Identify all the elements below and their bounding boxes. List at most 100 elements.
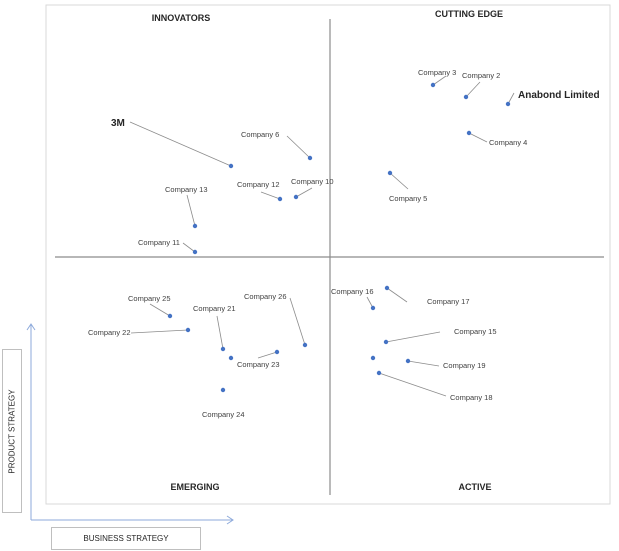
company-marker-c13: Company 13 xyxy=(165,185,208,229)
y-axis-arrow xyxy=(26,323,36,520)
leader-line xyxy=(260,191,281,200)
company-dot xyxy=(466,130,472,136)
leader-line xyxy=(378,372,447,397)
company-dot xyxy=(185,327,191,333)
company-dot xyxy=(463,94,469,100)
company-label: 3M xyxy=(111,118,125,129)
company-label: Company 17 xyxy=(427,297,470,306)
company-label: Company 22 xyxy=(88,328,131,337)
company-marker-c10: Company 10 xyxy=(291,177,334,200)
company-dot xyxy=(167,313,173,319)
quadrant-label-emerging: EMERGING xyxy=(170,482,219,492)
leader-line xyxy=(130,329,189,334)
company-marker-c18: Company 18 xyxy=(376,370,493,402)
company-marker-c25: Company 25 xyxy=(128,294,173,319)
company-marker-c3: Company 3 xyxy=(418,68,456,88)
company-marker-c23: Company 23 xyxy=(237,349,280,369)
leader-line xyxy=(407,360,440,367)
leader-line xyxy=(432,75,447,86)
company-dot xyxy=(383,339,389,345)
company-marker-c2: Company 2 xyxy=(462,71,500,100)
company-label: Company 23 xyxy=(237,360,280,369)
leader-line xyxy=(216,315,224,350)
leader-line xyxy=(295,187,313,198)
company-label: Company 16 xyxy=(331,287,374,296)
company-marker-c22: Company 22 xyxy=(88,327,191,337)
company-label: Company 11 xyxy=(138,238,180,247)
company-label: Company 19 xyxy=(443,361,486,370)
company-label: Company 5 xyxy=(389,194,427,203)
leader-line xyxy=(468,132,488,143)
company-dot xyxy=(228,355,234,361)
company-marker-c19: Company 19 xyxy=(405,358,486,370)
company-label: Company 18 xyxy=(450,393,493,402)
company-dot xyxy=(220,387,226,393)
x-axis-label-box: BUSINESS STRATEGY xyxy=(51,527,201,550)
leader-line xyxy=(389,172,409,190)
company-marker-c21: Company 21 xyxy=(193,304,236,352)
company-marker-c26: Company 26 xyxy=(244,292,308,348)
company-dot xyxy=(277,196,283,202)
company-dot xyxy=(220,346,226,352)
company-dot xyxy=(370,355,376,361)
leader-line xyxy=(129,121,232,167)
company-dot xyxy=(505,101,511,107)
leader-line xyxy=(465,81,481,98)
company-dot xyxy=(376,370,382,376)
company-dot xyxy=(387,170,393,176)
company-dot xyxy=(384,285,390,291)
company-marker-c6: Company 6 xyxy=(241,130,313,161)
x-axis-arrow xyxy=(31,515,234,525)
company-label: Company 6 xyxy=(241,130,279,139)
company-dot xyxy=(228,163,234,169)
company-label: Company 3 xyxy=(418,68,456,77)
leader-line xyxy=(386,287,408,303)
companies-layer: Company 3 Company 2 Anabond Limited Company… xyxy=(88,68,600,419)
y-axis-label-box: PRODUCT STRATEGY xyxy=(2,349,22,513)
company-label: Company 2 xyxy=(462,71,500,80)
company-label: Company 12 xyxy=(237,180,280,189)
company-marker-anabond: Anabond Limited xyxy=(505,90,600,107)
company-marker-c16: Company 16 xyxy=(331,287,376,311)
company-label: Company 13 xyxy=(165,185,208,194)
leader-line xyxy=(186,194,196,227)
company-dot xyxy=(274,349,280,355)
leader-line xyxy=(182,242,196,253)
company-label: Anabond Limited xyxy=(518,90,600,101)
company-label: Company 24 xyxy=(202,410,245,419)
company-marker-c11: Company 11 xyxy=(138,238,198,255)
company-dot xyxy=(430,82,436,88)
leader-line xyxy=(286,135,311,159)
company-label: Company 10 xyxy=(291,177,334,186)
matrix-frame xyxy=(45,4,611,505)
company-dot xyxy=(192,223,198,229)
company-marker-3m: 3M xyxy=(111,118,234,169)
company-dot xyxy=(302,342,308,348)
leader-line xyxy=(149,303,171,317)
company-dot xyxy=(307,155,313,161)
company-marker-c24: Company 24 xyxy=(202,387,245,419)
company-label: Company 15 xyxy=(454,327,497,336)
company-marker-c4: Company 4 xyxy=(466,130,527,147)
y-axis-label: PRODUCT STRATEGY xyxy=(7,388,17,474)
company-dot xyxy=(405,358,411,364)
company-marker-c12: Company 12 xyxy=(237,180,283,202)
leader-line xyxy=(257,351,278,359)
company-label: Company 4 xyxy=(489,138,527,147)
quadrant-label-active: ACTIVE xyxy=(458,482,491,492)
leader-line xyxy=(289,297,306,346)
company-dot xyxy=(192,249,198,255)
company-label: Company 21 xyxy=(193,304,236,313)
company-label: Company 26 xyxy=(244,292,287,301)
company-dot xyxy=(293,194,299,200)
company-label: Company 25 xyxy=(128,294,171,303)
quadrant-label-cutting-edge: CUTTING EDGE xyxy=(435,9,503,19)
leader-line xyxy=(385,331,441,343)
company-marker-c15: Company 15 xyxy=(383,327,497,345)
company-dot xyxy=(370,305,376,311)
company-marker-c17: Company 17 xyxy=(384,285,470,306)
x-axis-label: BUSINESS STRATEGY xyxy=(83,534,169,543)
company-marker-c5: Company 5 xyxy=(387,170,427,203)
quadrant-label-innovators: INNOVATORS xyxy=(152,13,211,23)
